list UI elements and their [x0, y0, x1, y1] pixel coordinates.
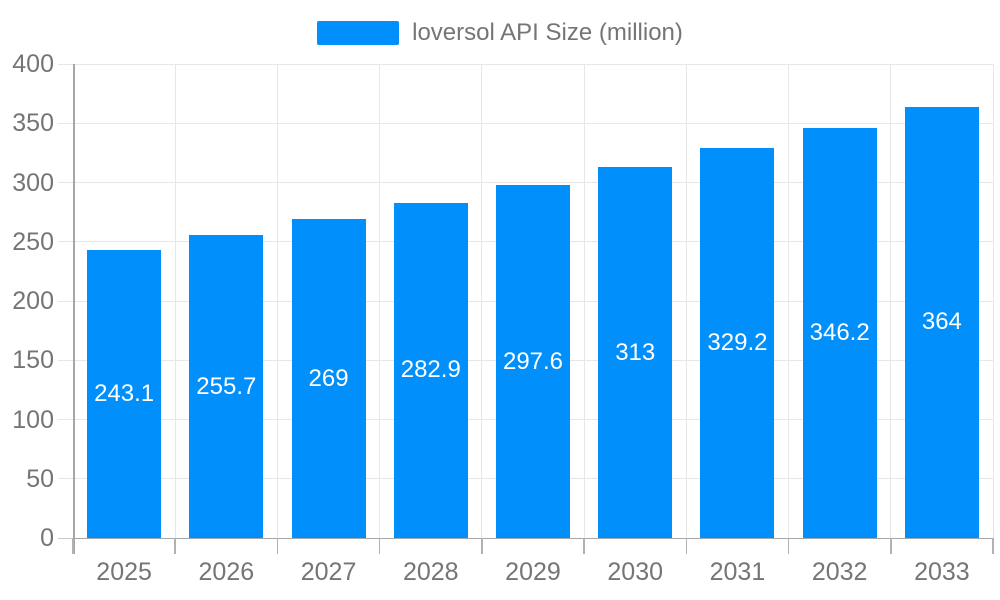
- y-axis-label: 300: [12, 168, 54, 197]
- bar-value-label: 243.1: [94, 379, 155, 407]
- y-axis-label: 350: [12, 109, 54, 138]
- bar-2031: 329.2: [700, 147, 775, 538]
- gridline-horizontal: [58, 122, 993, 124]
- x-axis-label-2029: 2029: [505, 558, 561, 586]
- bar-value-label: 282.9: [400, 356, 461, 384]
- x-axis-line: [73, 537, 993, 539]
- bar-2032: 346.2: [802, 127, 877, 538]
- y-axis-line: [73, 64, 75, 554]
- chart-legend: loversol API Size (million): [0, 16, 1000, 50]
- x-axis-label-2026: 2026: [198, 558, 255, 586]
- x-axis-tick: [378, 538, 381, 554]
- x-axis-tick: [787, 538, 790, 554]
- bar-2025: 243.1: [87, 249, 162, 538]
- x-axis-tick: [174, 538, 176, 554]
- x-axis-tick: [276, 538, 279, 554]
- gridline-vertical: [583, 64, 585, 538]
- y-axis-label: 150: [12, 346, 54, 375]
- bar-value-label: 329.2: [707, 328, 768, 356]
- gridline-vertical: [481, 64, 483, 538]
- gridline-horizontal: [58, 63, 993, 65]
- bar-2026: 255.7: [189, 235, 264, 538]
- gridline-horizontal: [58, 182, 993, 183]
- y-axis-label: 0: [40, 524, 54, 552]
- bar-2028: 282.9: [393, 202, 468, 538]
- gridline-vertical: [685, 64, 687, 538]
- gridline-vertical: [788, 64, 790, 538]
- x-axis-tick: [72, 538, 74, 554]
- y-axis-label: 100: [12, 405, 54, 434]
- x-axis-tick: [992, 538, 994, 554]
- bar-value-label: 269: [308, 364, 349, 392]
- gridline-vertical: [992, 64, 994, 538]
- y-axis-label: 50: [26, 464, 54, 493]
- y-axis-label: 200: [12, 287, 54, 315]
- legend-swatch-icon: [317, 21, 400, 45]
- bar-value-label: 255.7: [196, 372, 257, 400]
- x-axis-tick: [481, 538, 483, 554]
- x-axis-tick: [583, 538, 585, 554]
- gridline-vertical: [890, 64, 892, 538]
- x-axis-label-2033: 2033: [914, 558, 970, 586]
- plot-area: 0 50 100 150 200 250 300 350 400 243.1 2025 255.7 20…: [12, 50, 994, 586]
- y-axis-label: 250: [12, 227, 54, 256]
- gridline-vertical: [379, 64, 381, 538]
- bar-value-label: 313: [615, 338, 656, 366]
- legend-label: loversol API Size (million): [412, 19, 683, 46]
- x-axis-tick: [685, 538, 688, 554]
- y-axis-tick: [58, 537, 73, 539]
- legend-item-api-size[interactable]: loversol API Size (million): [317, 19, 683, 47]
- bar-value-label: 346.2: [809, 318, 870, 346]
- bar-value-label: 297.6: [502, 347, 564, 375]
- bar-2027: 269: [291, 219, 366, 538]
- bar-2033: 364: [904, 106, 979, 538]
- x-axis-label-2032: 2032: [811, 558, 868, 586]
- x-axis-label-2027: 2027: [300, 558, 357, 586]
- x-axis-label-2031: 2031: [709, 558, 766, 586]
- x-axis-label-2030: 2030: [607, 558, 664, 586]
- x-axis-label-2028: 2028: [402, 558, 459, 586]
- x-axis-tick: [890, 538, 892, 554]
- x-axis-label-2025: 2025: [96, 558, 152, 586]
- gridline-vertical: [174, 64, 176, 538]
- y-axis-label: 400: [12, 50, 54, 78]
- bar-value-label: 364: [921, 308, 962, 336]
- gridline-vertical: [276, 64, 278, 538]
- bar-2030: 313: [598, 167, 673, 538]
- bar-2029: 297.6: [496, 185, 570, 538]
